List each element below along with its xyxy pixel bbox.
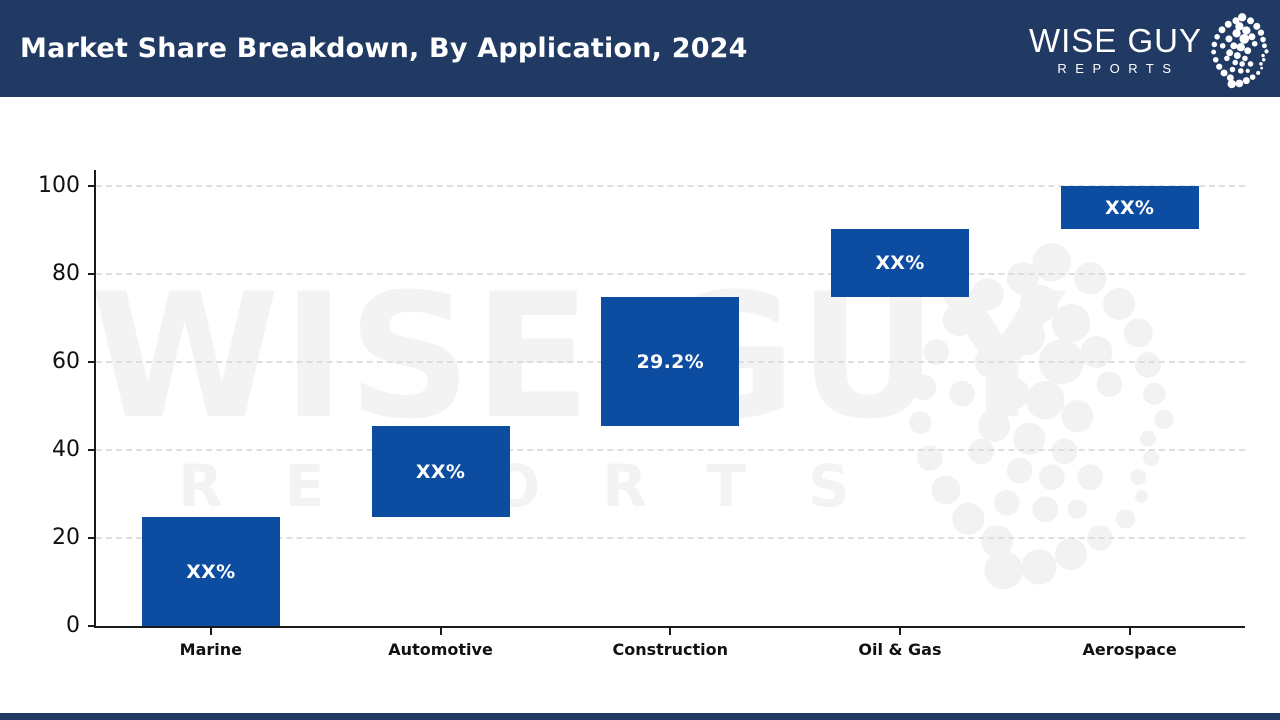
header-bar: Market Share Breakdown, By Application, … [0, 0, 1280, 97]
logo-wordmark-main: WISE GUY [1028, 22, 1202, 59]
bar-aerospace: XX% [1060, 186, 1199, 230]
x-axis-tick [209, 628, 212, 635]
page-title: Market Share Breakdown, By Application, … [20, 33, 748, 64]
x-category-label: Automotive [388, 640, 493, 659]
gridline-40 [96, 449, 1245, 451]
y-tick-label: 0 [66, 613, 80, 638]
y-axis-tick [88, 273, 96, 275]
y-tick-label: 60 [52, 349, 80, 374]
x-axis-tick [439, 628, 442, 635]
bar-oil-gas: XX% [830, 229, 969, 298]
y-tick-label: 20 [52, 525, 80, 550]
bar-value-label: XX% [875, 252, 925, 275]
bar-marine: XX% [141, 517, 280, 626]
y-tick-label: 100 [38, 173, 80, 198]
y-axis-tick [88, 537, 96, 539]
x-category-label: Construction [612, 640, 729, 659]
x-axis-line [94, 626, 1245, 628]
watermark-line2: REPORTS [178, 452, 912, 520]
bar-construction: 29.2% [601, 297, 740, 426]
footer-bar [0, 713, 1280, 720]
watermark-text: WISE GUY REPORTS [90, 268, 1064, 521]
bar-automotive: XX% [371, 425, 510, 518]
x-axis-tick [1128, 628, 1131, 635]
x-axis-tick [898, 628, 901, 635]
gridline-80 [96, 273, 1245, 275]
y-axis-tick [88, 185, 96, 187]
bar-value-label: 29.2% [636, 350, 704, 373]
x-category-label: Marine [179, 640, 243, 659]
y-tick-label: 40 [52, 437, 80, 462]
gridline-100 [96, 185, 1245, 187]
y-axis-line [94, 170, 96, 628]
x-category-label: Aerospace [1082, 640, 1177, 659]
brand-logo: WISE GUY REPORTS [1028, 6, 1270, 94]
y-axis-tick [88, 361, 96, 363]
y-tick-label: 80 [52, 261, 80, 286]
y-axis-tick [88, 449, 96, 451]
logo-wordmark: WISE GUY REPORTS [1028, 22, 1202, 77]
logo-face-icon [1211, 13, 1269, 89]
bar-value-label: XX% [186, 560, 236, 583]
bar-value-label: XX% [1105, 196, 1155, 219]
x-axis-tick [669, 628, 672, 635]
y-axis-tick [88, 625, 96, 627]
bar-value-label: XX% [415, 460, 466, 483]
logo-wordmark-sub: REPORTS [1057, 61, 1180, 76]
gridline-20 [96, 537, 1245, 539]
x-category-label: Oil & Gas [858, 640, 942, 659]
